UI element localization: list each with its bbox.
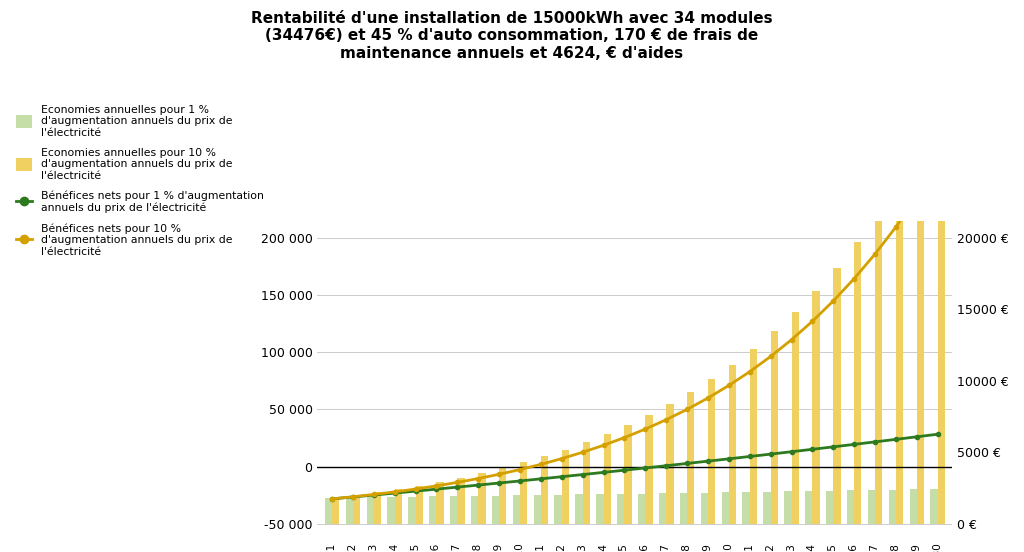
Bar (562, 449, 569, 524)
Legend: Economies annuelles pour 1 %
d'augmentation annuels du prix de
l'électricité, Ec: Economies annuelles pour 1 % d'augmentat… (15, 105, 263, 257)
Bar (847, 490, 854, 524)
Bar (938, 111, 945, 524)
Bar (854, 242, 861, 524)
Bar (931, 489, 938, 524)
Bar (729, 365, 736, 524)
Bar (394, 489, 402, 524)
Bar (876, 214, 883, 524)
Bar (708, 379, 716, 524)
Bar (534, 495, 541, 524)
Bar (763, 492, 771, 524)
Bar (513, 495, 520, 524)
Bar (638, 493, 645, 524)
Bar (645, 415, 652, 524)
Bar (353, 495, 360, 524)
Bar (554, 495, 562, 524)
Bar (784, 491, 792, 524)
Bar (387, 497, 394, 524)
Bar (792, 312, 799, 524)
Bar (583, 442, 590, 524)
Bar (458, 477, 465, 524)
Bar (451, 496, 458, 524)
Text: Rentabilité d'une installation de 15000kWh avec 34 modules
(34476€) et 45 % d'au: Rentabilité d'une installation de 15000k… (251, 11, 773, 61)
Bar (658, 493, 667, 524)
Bar (471, 496, 478, 524)
Bar (499, 468, 507, 524)
Bar (436, 482, 443, 524)
Bar (722, 492, 729, 524)
Bar (834, 268, 841, 524)
Bar (889, 490, 896, 524)
Bar (409, 497, 416, 524)
Bar (325, 498, 332, 524)
Bar (812, 291, 819, 524)
Bar (374, 492, 381, 524)
Bar (367, 497, 374, 524)
Bar (700, 493, 708, 524)
Bar (896, 183, 903, 524)
Bar (332, 498, 339, 524)
Bar (680, 493, 687, 524)
Bar (478, 473, 485, 524)
Bar (867, 490, 876, 524)
Bar (805, 491, 812, 524)
Bar (603, 434, 611, 524)
Bar (909, 490, 916, 524)
Bar (575, 495, 583, 524)
Bar (771, 331, 778, 524)
Bar (596, 494, 603, 524)
Bar (750, 349, 757, 524)
Bar (346, 497, 353, 524)
Bar (687, 392, 694, 524)
Bar (667, 404, 674, 524)
Bar (416, 486, 423, 524)
Bar (429, 496, 436, 524)
Bar (520, 463, 527, 524)
Bar (492, 496, 499, 524)
Bar (625, 425, 632, 524)
Bar (826, 491, 834, 524)
Bar (541, 457, 548, 524)
Bar (916, 148, 924, 524)
Bar (742, 492, 750, 524)
Bar (617, 494, 625, 524)
